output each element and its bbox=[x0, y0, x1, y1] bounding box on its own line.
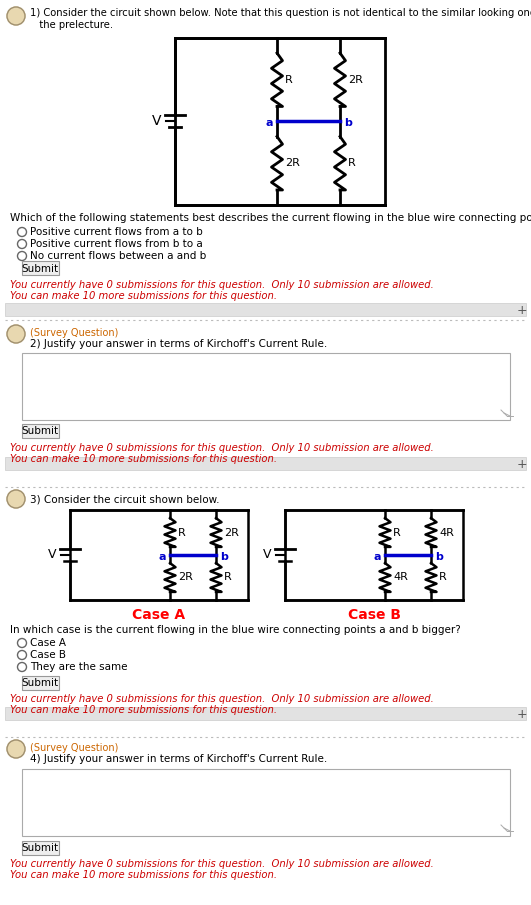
Text: +: + bbox=[517, 303, 527, 317]
FancyBboxPatch shape bbox=[21, 262, 58, 275]
Text: (Survey Question): (Survey Question) bbox=[30, 743, 118, 753]
FancyBboxPatch shape bbox=[5, 707, 526, 720]
Circle shape bbox=[7, 740, 25, 758]
Circle shape bbox=[7, 325, 25, 343]
Text: V: V bbox=[152, 115, 162, 129]
Text: b: b bbox=[435, 552, 443, 562]
Text: You currently have 0 submissions for this question.  Only 10 submission are allo: You currently have 0 submissions for thi… bbox=[10, 859, 434, 869]
Text: Which of the following statements best describes the current flowing in the blue: Which of the following statements best d… bbox=[10, 213, 531, 223]
Circle shape bbox=[7, 490, 25, 508]
Text: a: a bbox=[158, 552, 166, 562]
Text: Case B: Case B bbox=[347, 608, 400, 622]
Text: Submit: Submit bbox=[21, 843, 58, 853]
Text: Positive current flows from a to b: Positive current flows from a to b bbox=[30, 227, 203, 237]
Text: +: + bbox=[517, 458, 527, 471]
Text: You can make 10 more submissions for this question.: You can make 10 more submissions for thi… bbox=[10, 454, 277, 464]
FancyBboxPatch shape bbox=[21, 424, 58, 439]
Circle shape bbox=[18, 639, 27, 647]
Text: R: R bbox=[224, 573, 232, 583]
Text: Case B: Case B bbox=[30, 650, 66, 660]
Text: R: R bbox=[393, 528, 401, 538]
FancyBboxPatch shape bbox=[21, 675, 58, 690]
Text: b: b bbox=[220, 552, 228, 562]
Text: Submit: Submit bbox=[21, 678, 58, 688]
Circle shape bbox=[18, 227, 27, 236]
Text: 1) Consider the circuit shown below. Note that this question is not identical to: 1) Consider the circuit shown below. Not… bbox=[30, 8, 531, 18]
Text: You can make 10 more submissions for this question.: You can make 10 more submissions for thi… bbox=[10, 870, 277, 880]
Text: a: a bbox=[373, 552, 381, 562]
Text: Case A: Case A bbox=[30, 638, 66, 648]
Text: a: a bbox=[266, 119, 273, 129]
FancyBboxPatch shape bbox=[21, 768, 510, 835]
Text: Positive current flows from b to a: Positive current flows from b to a bbox=[30, 239, 203, 249]
Text: They are the same: They are the same bbox=[30, 662, 127, 672]
Text: 2R: 2R bbox=[348, 75, 363, 85]
Text: R: R bbox=[285, 75, 293, 85]
Circle shape bbox=[18, 240, 27, 249]
FancyBboxPatch shape bbox=[5, 457, 526, 470]
Text: +: + bbox=[517, 708, 527, 720]
Circle shape bbox=[18, 651, 27, 660]
Circle shape bbox=[18, 252, 27, 261]
Text: R: R bbox=[348, 158, 356, 168]
Text: You currently have 0 submissions for this question.  Only 10 submission are allo: You currently have 0 submissions for thi… bbox=[10, 443, 434, 453]
Text: R: R bbox=[439, 573, 447, 583]
Text: In which case is the current flowing in the blue wire connecting points a and b : In which case is the current flowing in … bbox=[10, 625, 461, 635]
Text: Case A: Case A bbox=[132, 608, 185, 622]
Text: 2) Justify your answer in terms of Kirchoff's Current Rule.: 2) Justify your answer in terms of Kirch… bbox=[30, 339, 327, 349]
Text: 4R: 4R bbox=[393, 573, 408, 583]
Text: No current flows between a and b: No current flows between a and b bbox=[30, 251, 206, 261]
Text: 2R: 2R bbox=[285, 158, 300, 168]
FancyBboxPatch shape bbox=[21, 354, 510, 421]
Text: You can make 10 more submissions for this question.: You can make 10 more submissions for thi… bbox=[10, 705, 277, 715]
Text: V: V bbox=[263, 548, 271, 561]
Text: Submit: Submit bbox=[21, 426, 58, 436]
Text: (Survey Question): (Survey Question) bbox=[30, 328, 118, 338]
Text: You currently have 0 submissions for this question.  Only 10 submission are allo: You currently have 0 submissions for thi… bbox=[10, 694, 434, 704]
Text: 3) Consider the circuit shown below.: 3) Consider the circuit shown below. bbox=[30, 494, 219, 504]
Text: You can make 10 more submissions for this question.: You can make 10 more submissions for thi… bbox=[10, 291, 277, 301]
Text: You currently have 0 submissions for this question.  Only 10 submission are allo: You currently have 0 submissions for thi… bbox=[10, 280, 434, 290]
Text: b: b bbox=[344, 119, 352, 129]
FancyBboxPatch shape bbox=[21, 841, 58, 854]
Text: 2R: 2R bbox=[224, 528, 239, 538]
FancyBboxPatch shape bbox=[5, 303, 526, 316]
Text: R: R bbox=[178, 528, 186, 538]
Text: 2R: 2R bbox=[178, 573, 193, 583]
Circle shape bbox=[7, 7, 25, 25]
Text: the prelecture.: the prelecture. bbox=[30, 20, 113, 30]
Text: V: V bbox=[48, 548, 56, 561]
Text: 4R: 4R bbox=[439, 528, 454, 538]
Circle shape bbox=[18, 662, 27, 672]
Text: Submit: Submit bbox=[21, 263, 58, 273]
Text: 4) Justify your answer in terms of Kirchoff's Current Rule.: 4) Justify your answer in terms of Kirch… bbox=[30, 754, 327, 764]
